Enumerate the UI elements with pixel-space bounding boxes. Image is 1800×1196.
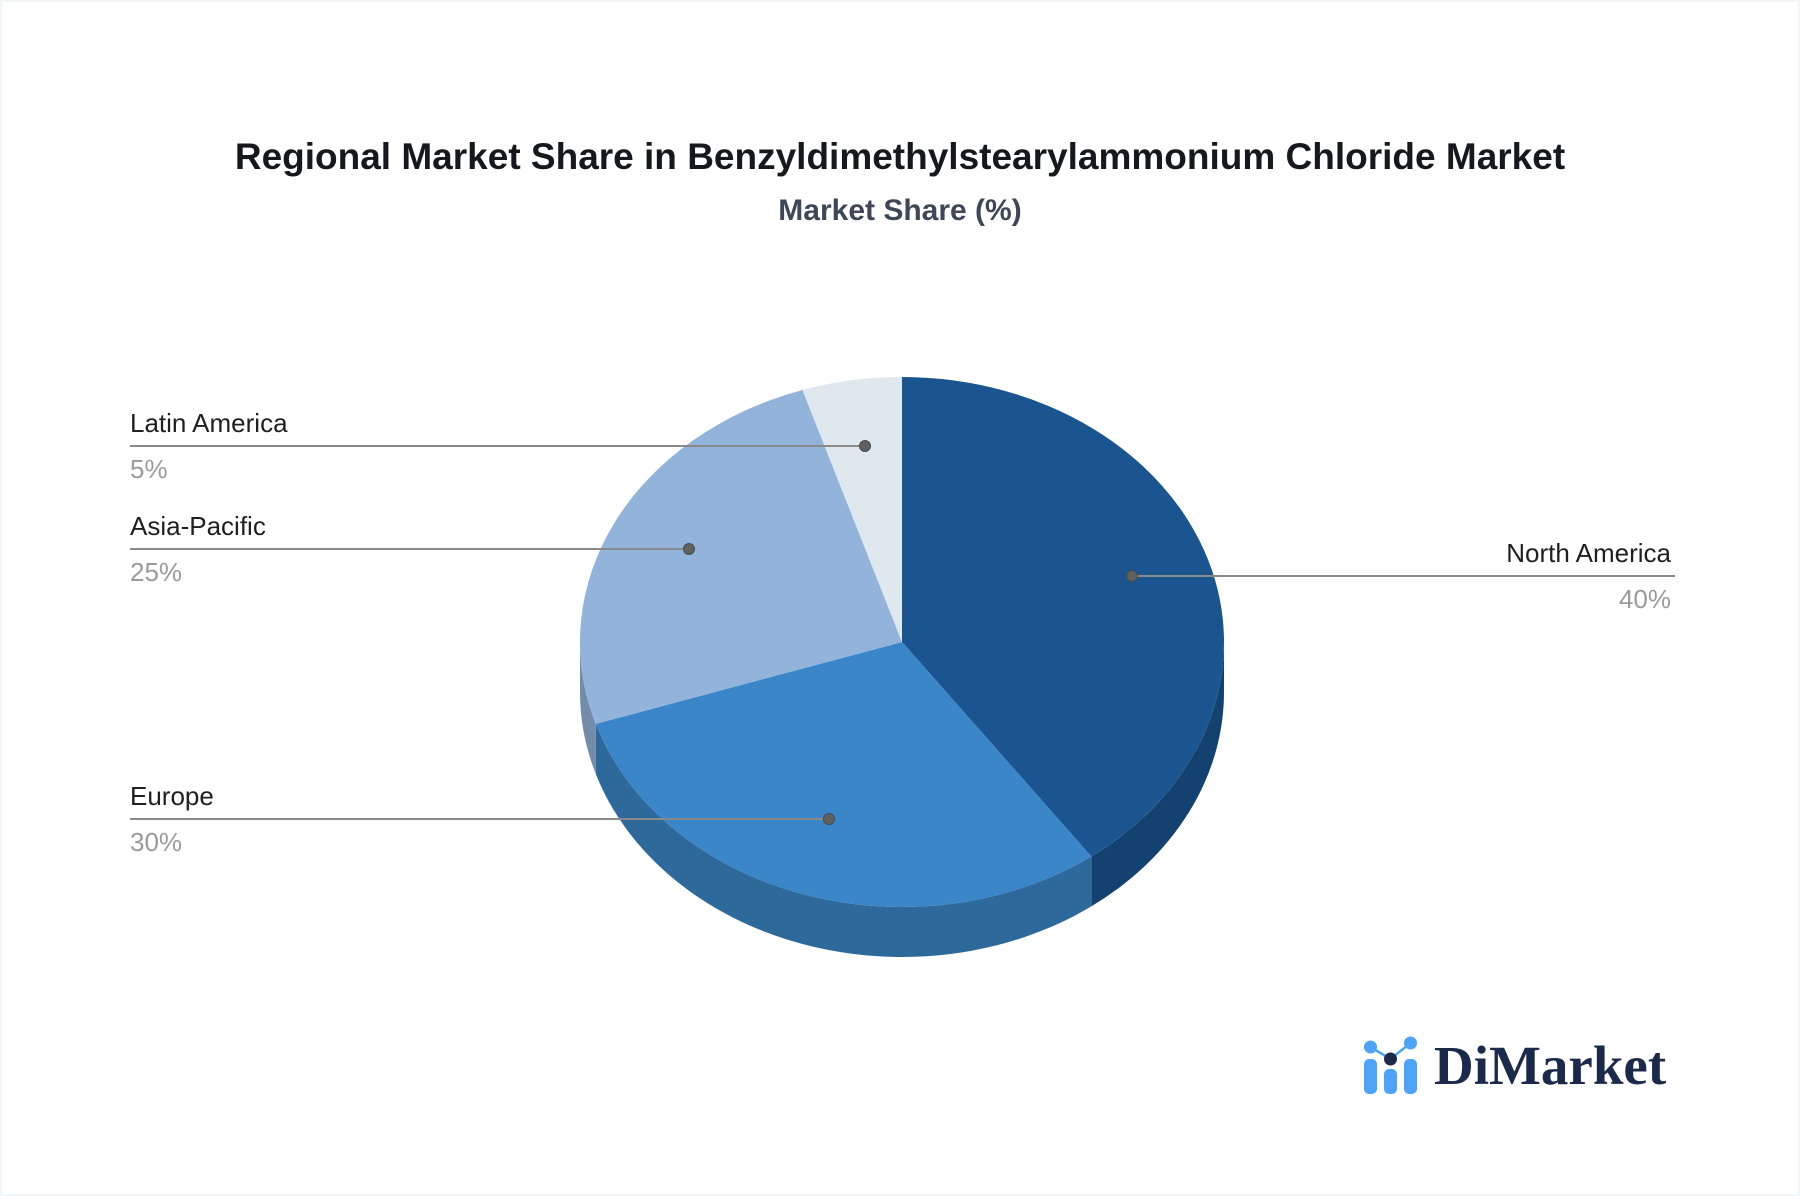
- callout-value-north-america: 40%: [1618, 584, 1671, 614]
- pie-slices: [580, 377, 1225, 957]
- pie-slice-latin-america[interactable]: [802, 377, 902, 642]
- pie-slice-wall-europe: [595, 723, 1092, 957]
- dimarket-logo-text: DiMarket: [1434, 1035, 1667, 1096]
- logo-bar-1: [1364, 1059, 1377, 1094]
- callout-lines: [130, 440, 1675, 825]
- callout-latin-america: Latin America 5%: [130, 408, 288, 485]
- callout-asia-pacific: Asia-Pacific 25%: [130, 511, 266, 588]
- pie-slice-asia-pacific[interactable]: [580, 389, 902, 724]
- pie-slice-europe[interactable]: [595, 642, 1092, 907]
- callout-europe: Europe 30%: [130, 781, 214, 858]
- logo-dot-middle: [1384, 1052, 1397, 1066]
- callout-name-latin-america: Latin America: [130, 408, 288, 438]
- chart-subtitle: Market Share (%): [778, 194, 1022, 227]
- leader-dot-europe: [823, 813, 835, 825]
- callout-value-latin-america: 5%: [130, 454, 168, 484]
- logo-bar-3: [1404, 1059, 1417, 1094]
- callout-value-asia-pacific: 25%: [130, 557, 183, 587]
- callout-name-europe: Europe: [130, 781, 214, 811]
- bar-line-chart-icon: [1364, 1036, 1417, 1094]
- logo-dot-left: [1364, 1040, 1377, 1054]
- leader-dot-asia-pacific: [683, 543, 695, 555]
- callout-value-europe: 30%: [130, 827, 183, 857]
- leader-dot-latin-america: [859, 440, 871, 452]
- leader-dot-north-america: [1126, 570, 1138, 582]
- pie-slice-north-america[interactable]: [902, 377, 1225, 857]
- callout-name-asia-pacific: Asia-Pacific: [130, 511, 266, 541]
- callout-north-america: North America 40%: [1506, 538, 1671, 615]
- chart-title: Regional Market Share in Benzyldimethyls…: [234, 136, 1566, 177]
- logo-bar-2: [1384, 1069, 1397, 1094]
- callout-name-north-america: North America: [1506, 538, 1671, 568]
- logo-dot-right: [1404, 1036, 1417, 1050]
- pie-slice-wall-north-america: [1091, 642, 1224, 907]
- dimarket-logo: DiMarket: [1364, 1032, 1666, 1096]
- pie-slice-wall-asia-pacific: [580, 642, 596, 774]
